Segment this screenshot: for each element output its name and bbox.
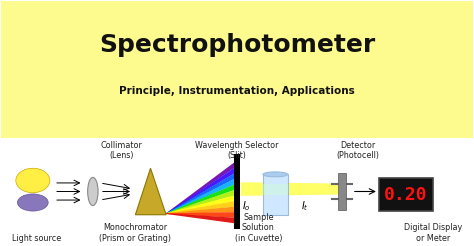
FancyBboxPatch shape	[379, 178, 433, 211]
Polygon shape	[166, 168, 235, 214]
Ellipse shape	[88, 177, 98, 206]
Bar	[0, 138, 474, 245]
Bar	[263, 184, 288, 195]
Bar	[234, 154, 240, 230]
Polygon shape	[166, 173, 235, 214]
Text: $I_o$: $I_o$	[242, 199, 251, 213]
Text: Collimator
(Lens): Collimator (Lens)	[100, 141, 142, 160]
Text: Digital Display
or Meter: Digital Display or Meter	[404, 223, 462, 243]
Polygon shape	[166, 212, 235, 218]
Ellipse shape	[18, 194, 48, 211]
Polygon shape	[166, 190, 235, 214]
Ellipse shape	[16, 168, 50, 193]
Text: Detector
(Photocell): Detector (Photocell)	[336, 141, 379, 160]
Text: Spectrophotometer: Spectrophotometer	[99, 33, 375, 57]
Polygon shape	[166, 207, 235, 214]
Polygon shape	[136, 168, 166, 215]
Polygon shape	[241, 182, 338, 196]
Text: Sample
Solution
(in Cuvette): Sample Solution (in Cuvette)	[235, 213, 282, 243]
Polygon shape	[166, 201, 235, 214]
Polygon shape	[166, 184, 235, 214]
Text: $I_t$: $I_t$	[301, 199, 309, 213]
Text: Wavelength Selector
(Slit): Wavelength Selector (Slit)	[195, 141, 279, 160]
Text: 0.20: 0.20	[384, 185, 428, 203]
Bar	[0, 1, 474, 138]
Polygon shape	[166, 213, 235, 223]
Polygon shape	[166, 179, 235, 214]
Polygon shape	[166, 162, 235, 214]
Text: Light source: Light source	[11, 234, 61, 243]
Text: Monochromator
(Prism or Grating): Monochromator (Prism or Grating)	[100, 223, 172, 243]
Ellipse shape	[263, 172, 288, 177]
FancyBboxPatch shape	[263, 174, 288, 215]
Text: Principle, Instrumentation, Applications: Principle, Instrumentation, Applications	[119, 86, 355, 96]
Polygon shape	[166, 196, 235, 214]
Bar	[338, 173, 346, 210]
